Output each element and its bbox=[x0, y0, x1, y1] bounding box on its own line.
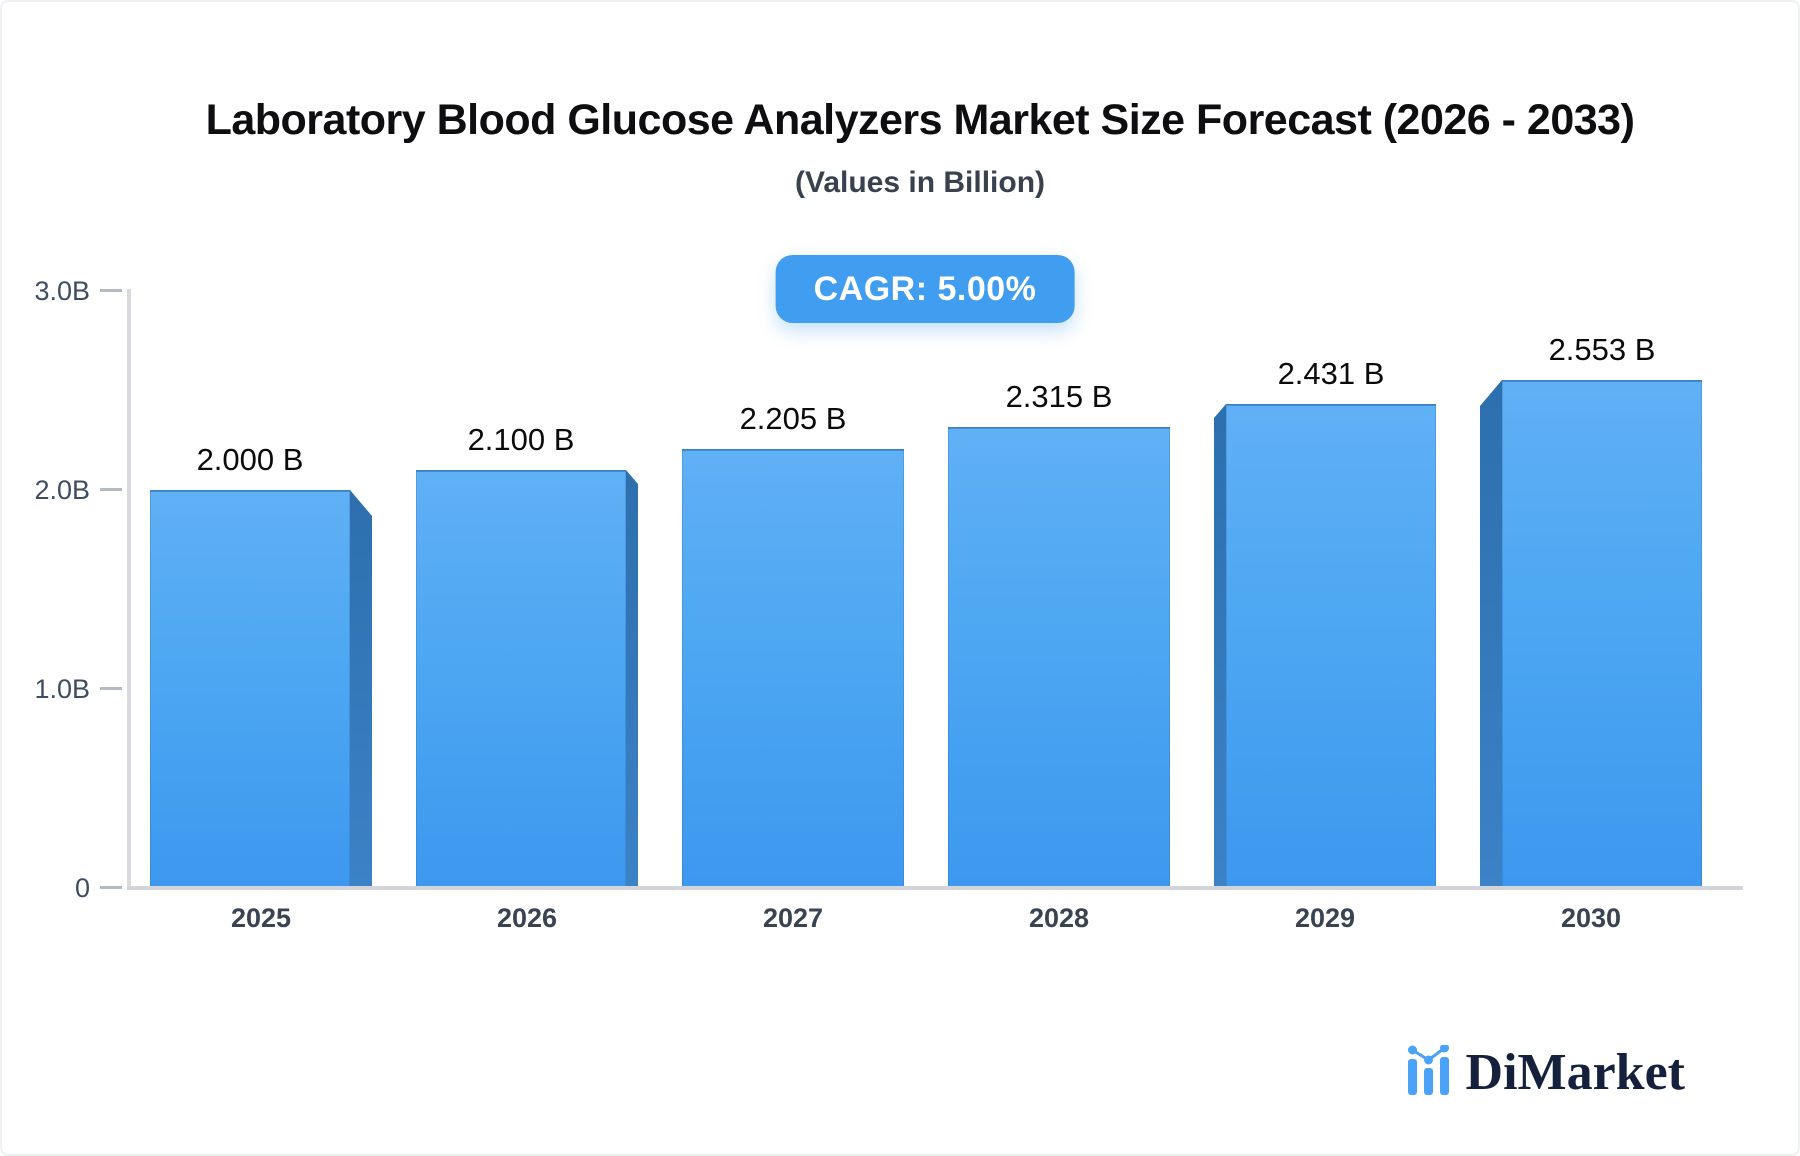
bar-2028 bbox=[948, 427, 1170, 888]
bar-value-label: 2.000 B bbox=[196, 442, 304, 477]
cagr-badge: CAGR: 5.00% bbox=[775, 255, 1075, 323]
x-category-label: 2027 bbox=[762, 903, 824, 933]
bar-2026-bevel bbox=[626, 470, 638, 888]
bar-value-label: 2.315 B bbox=[1005, 379, 1113, 414]
bar-value-label: 2.205 B bbox=[739, 401, 847, 436]
y-tick-dash bbox=[100, 488, 122, 491]
y-tick-dash bbox=[100, 289, 122, 292]
y-axis-line bbox=[127, 289, 131, 890]
x-category-label: 2025 bbox=[230, 903, 292, 933]
bar-2027 bbox=[682, 449, 904, 888]
x-category-label: 2026 bbox=[496, 903, 558, 933]
chart-title: Laboratory Blood Glucose Analyzers Marke… bbox=[205, 96, 1635, 144]
logo-text: DiMarket bbox=[1465, 1043, 1685, 1101]
bar-value-label: 2.100 B bbox=[467, 422, 575, 457]
y-tick-label: 1.0B bbox=[34, 674, 90, 704]
y-tick-dash bbox=[100, 687, 122, 690]
bar-2029-bevel bbox=[1214, 404, 1226, 888]
y-tick-dash bbox=[100, 886, 122, 889]
bar-2026 bbox=[416, 470, 626, 888]
mini-bar-line-chart-icon bbox=[1407, 1043, 1453, 1100]
bar-2025 bbox=[150, 490, 350, 888]
y-tick-label: 3.0B bbox=[34, 276, 90, 306]
y-tick-label: 2.0B bbox=[34, 475, 90, 505]
bar-2030 bbox=[1502, 380, 1702, 888]
bar-2025-bevel bbox=[350, 490, 372, 888]
bar-value-label: 2.431 B bbox=[1277, 356, 1385, 391]
x-category-label: 2029 bbox=[1294, 903, 1356, 933]
bar-2029 bbox=[1226, 404, 1436, 888]
dimarket-logo: DiMarket bbox=[1407, 1043, 1685, 1101]
y-tick-label: 0 bbox=[74, 873, 90, 903]
x-category-label: 2028 bbox=[1028, 903, 1090, 933]
bar-value-label: 2.553 B bbox=[1548, 332, 1656, 367]
bar-2030-bevel bbox=[1480, 380, 1502, 888]
x-axis-line bbox=[127, 886, 1743, 890]
x-category-label: 2030 bbox=[1560, 903, 1622, 933]
chart-subtitle: (Values in Billion) bbox=[794, 166, 1046, 199]
